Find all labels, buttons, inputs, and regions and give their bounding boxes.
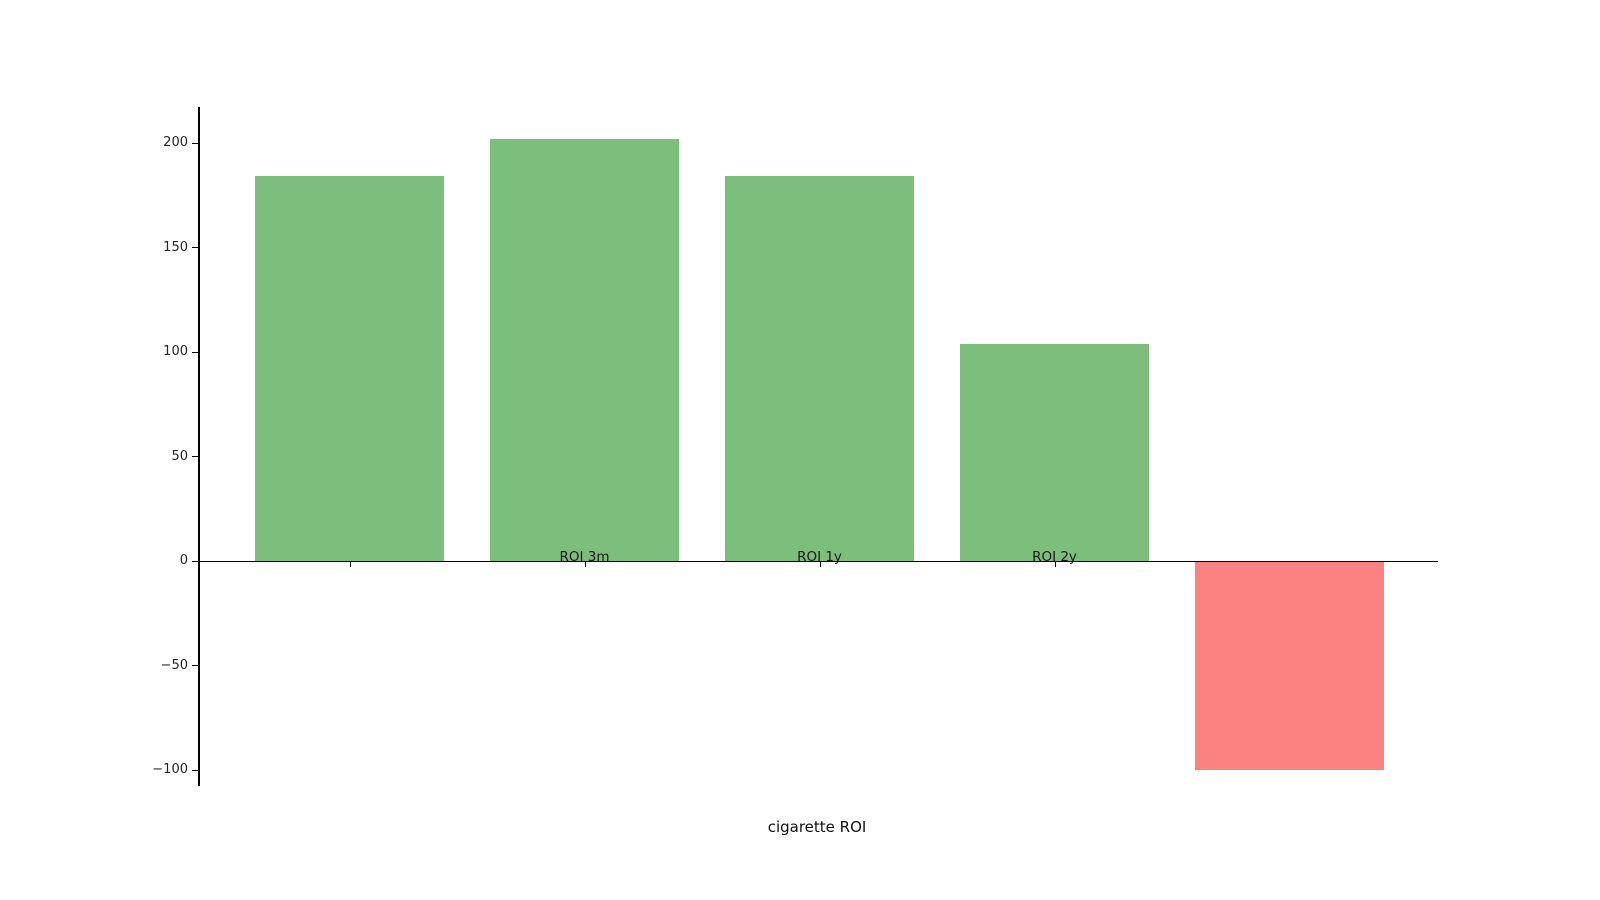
y-axis-spine bbox=[198, 107, 200, 786]
x-tick bbox=[819, 562, 821, 567]
y-tick bbox=[192, 665, 198, 666]
bar-negative bbox=[1195, 562, 1384, 770]
y-tick-label: −100 bbox=[152, 762, 188, 777]
x-tick bbox=[349, 562, 351, 567]
y-tick-label: −50 bbox=[160, 657, 188, 673]
y-tick-label: 100 bbox=[163, 344, 188, 359]
y-tick-label: 150 bbox=[163, 239, 188, 255]
y-tick bbox=[192, 560, 198, 562]
x-tick bbox=[584, 562, 586, 567]
bar-positive bbox=[960, 343, 1149, 561]
bar-positive bbox=[490, 138, 679, 561]
y-tick bbox=[192, 456, 198, 457]
y-tick bbox=[192, 142, 198, 144]
y-tick bbox=[192, 351, 198, 353]
y-tick-label: 0 bbox=[179, 553, 188, 568]
y-tick bbox=[192, 247, 198, 248]
x-axis-zero-line bbox=[199, 560, 1438, 562]
bar-positive bbox=[725, 176, 914, 561]
x-axis-title: cigarette ROI bbox=[767, 818, 867, 836]
x-tick-label: ROI 2y bbox=[1032, 549, 1077, 565]
y-tick-label: 50 bbox=[171, 448, 188, 464]
bar-positive bbox=[255, 176, 444, 561]
x-tick-label: ROI 1y bbox=[797, 549, 842, 565]
x-tick bbox=[1054, 562, 1056, 567]
y-tick bbox=[192, 769, 198, 771]
x-tick-label: ROI 3m bbox=[559, 549, 610, 565]
y-tick-label: 200 bbox=[163, 135, 188, 150]
